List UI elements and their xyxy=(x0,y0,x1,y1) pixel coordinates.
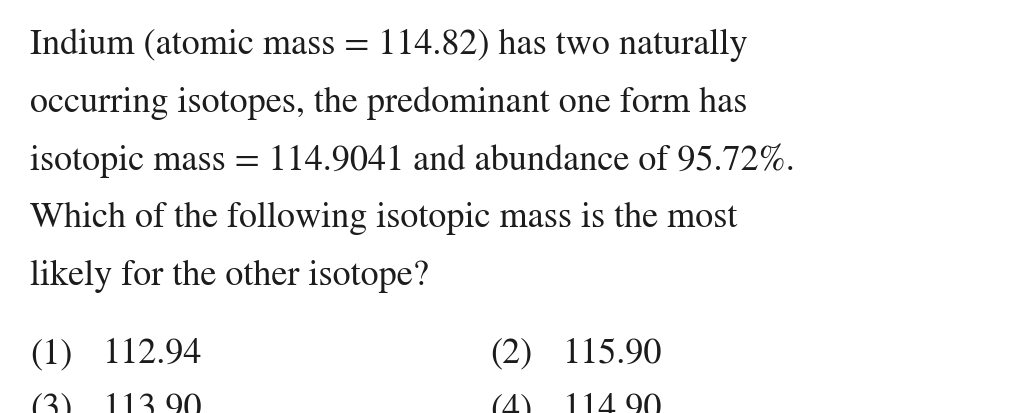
Text: isotopic mass = 114.9041 and abundance of 95.72%.: isotopic mass = 114.9041 and abundance o… xyxy=(30,144,795,178)
Text: (3): (3) xyxy=(30,393,73,413)
Text: (2): (2) xyxy=(490,338,532,371)
Text: (1): (1) xyxy=(30,338,73,371)
Text: Which of the following isotopic mass is the most: Which of the following isotopic mass is … xyxy=(30,202,737,235)
Text: Indium (atomic mass = 114.82) has two naturally: Indium (atomic mass = 114.82) has two na… xyxy=(30,28,748,62)
Text: 113.90: 113.90 xyxy=(103,393,203,413)
Text: 114.90: 114.90 xyxy=(563,393,663,413)
Text: 115.90: 115.90 xyxy=(563,338,663,371)
Text: 112.94: 112.94 xyxy=(103,338,203,371)
Text: likely for the other isotope?: likely for the other isotope? xyxy=(30,260,429,293)
Text: (4): (4) xyxy=(490,393,532,413)
Text: occurring isotopes, the predominant one form has: occurring isotopes, the predominant one … xyxy=(30,86,748,120)
